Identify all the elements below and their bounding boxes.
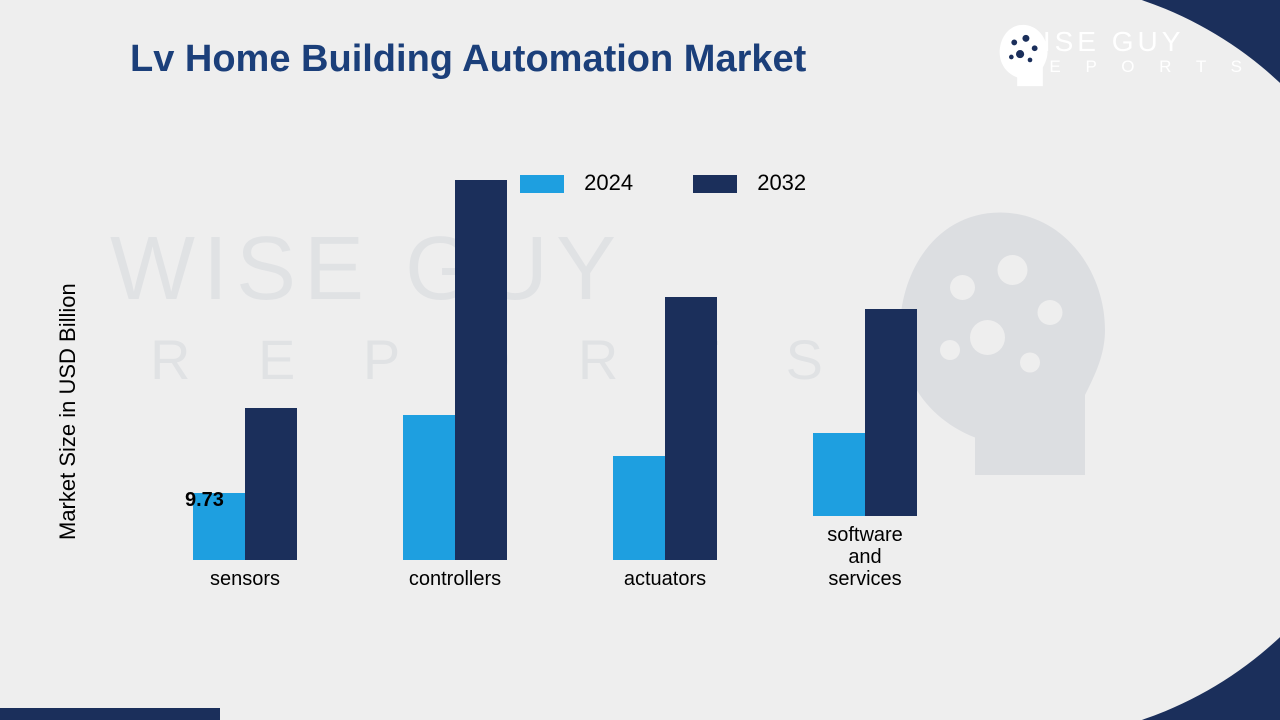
brand-head-icon (988, 22, 1058, 92)
bar (245, 408, 297, 560)
footer-accent-bar (0, 708, 220, 720)
bar (613, 456, 665, 560)
bar (865, 309, 917, 516)
category-label: actuators (590, 568, 740, 590)
bar-group: sensors (170, 180, 320, 590)
y-axis-label: Market Size in USD Billion (55, 283, 81, 540)
bar-data-label: 9.73 (185, 489, 224, 512)
bar-pair (790, 136, 940, 516)
bar-pair (590, 180, 740, 560)
bar (665, 297, 717, 560)
bar (455, 180, 507, 560)
bar-group: controllers (380, 180, 530, 590)
bar-pair (380, 180, 530, 560)
category-label: softwareandservices (790, 524, 940, 590)
plot-area: sensors controllers actuators softwareandse… (130, 210, 950, 590)
bar (813, 433, 865, 516)
bar-group: softwareandservices (790, 136, 940, 590)
bar (403, 415, 455, 560)
page-root: WISE GUY R E P O R T S Lv Home Building … (0, 0, 1280, 720)
chart-title: Lv Home Building Automation Market (130, 38, 806, 81)
category-label: controllers (380, 568, 530, 590)
bar-group: actuators (590, 180, 740, 590)
category-label: sensors (170, 568, 320, 590)
